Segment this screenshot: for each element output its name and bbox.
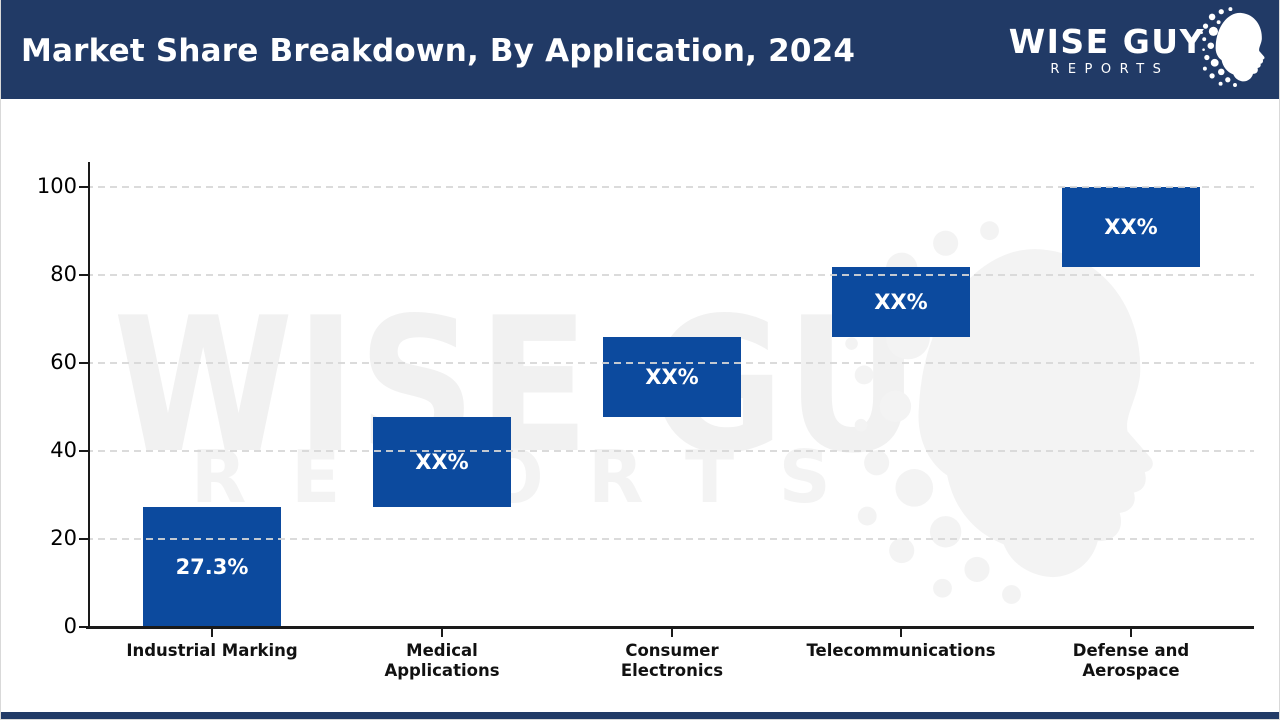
- x-tick-label-consumer-electronics: Consumer Electronics: [620, 641, 724, 680]
- brand-logo: WISE GUY REPORTS: [1009, 2, 1273, 97]
- watermark-subtitle: REPORTS: [191, 435, 876, 519]
- x-tick-mark-telecommunications: [900, 629, 902, 637]
- bar-value-label-telecommunications: XX%: [874, 289, 928, 314]
- y-axis-line: [88, 162, 90, 629]
- x-tick-label-medical-applications: Medical Applications: [384, 641, 500, 680]
- chart-area: WISE GUY REPORTS 0 20 40 60 80 100 27.3% XX% XX%…: [1, 99, 1279, 713]
- bar-value-label-consumer-electronics: XX%: [645, 364, 699, 389]
- bar-telecommunications: XX%: [832, 267, 970, 337]
- bar-industrial-marking: 27.3%: [143, 506, 281, 627]
- header: Market Share Breakdown, By Application, …: [1, 0, 1279, 99]
- x-tick-mark-consumer-electronics: [671, 629, 673, 637]
- gridline-100: [86, 186, 1254, 188]
- gridline-20: [86, 538, 1254, 540]
- logo-wordmark: WISE GUY REPORTS: [1009, 22, 1205, 77]
- y-tick-mark-80: [79, 274, 89, 276]
- y-tick-mark-20: [79, 538, 89, 540]
- x-tick-mark-defense-and-aerospace: [1130, 629, 1132, 637]
- bar-defense-and-aerospace: XX%: [1062, 187, 1200, 268]
- y-tick-mark-40: [79, 450, 89, 452]
- logo-head-icon: [1200, 7, 1265, 87]
- bar-value-label-medical-applications: XX%: [415, 449, 469, 474]
- x-tick-mark-industrial-marking: [211, 629, 213, 637]
- y-tick-label-100: 100: [36, 174, 77, 198]
- logo-wordmark-text: WISE GUY: [1008, 22, 1205, 61]
- x-tick-label-industrial-marking: Industrial Marking: [126, 641, 298, 660]
- x-tick-mark-medical-applications: [441, 629, 443, 637]
- x-axis-line: [86, 626, 1254, 629]
- y-tick-mark-0: [79, 626, 89, 628]
- bar-value-label-defense-and-aerospace: XX%: [1104, 215, 1158, 240]
- x-tick-label-telecommunications: Telecommunications: [806, 641, 996, 660]
- bar-medical-applications: XX%: [373, 417, 511, 507]
- y-tick-label-80: 80: [50, 262, 77, 286]
- y-tick-label-40: 40: [50, 438, 77, 462]
- y-tick-mark-100: [79, 186, 89, 188]
- footer-bar: [1, 712, 1279, 719]
- gridline-40: [86, 450, 1254, 452]
- y-tick-label-60: 60: [50, 350, 77, 374]
- gridline-60: [86, 362, 1254, 364]
- logo-subtitle-text: REPORTS: [1050, 62, 1170, 77]
- gridline-80: [86, 274, 1254, 276]
- y-tick-label-20: 20: [50, 526, 77, 550]
- y-tick-mark-60: [79, 362, 89, 364]
- bar-consumer-electronics: XX%: [603, 336, 741, 418]
- y-tick-label-0: 0: [63, 614, 77, 638]
- x-tick-label-defense-and-aerospace: Defense and Aerospace: [1072, 641, 1190, 680]
- page-title: Market Share Breakdown, By Application, …: [21, 33, 856, 69]
- bar-value-label-industrial-marking: 27.3%: [175, 554, 249, 579]
